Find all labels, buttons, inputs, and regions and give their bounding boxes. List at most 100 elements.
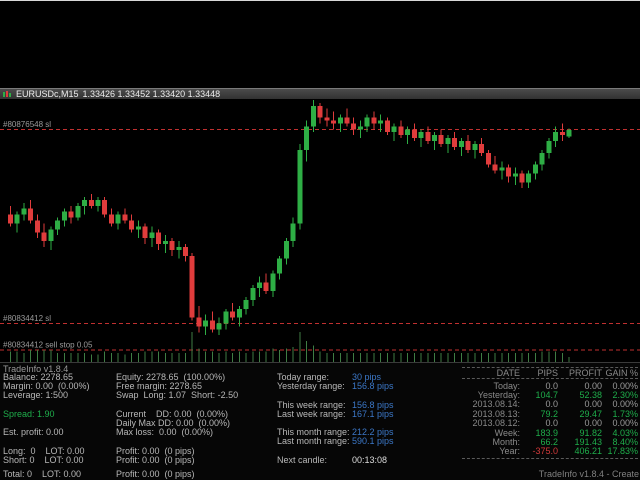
table-cell: 406.21 xyxy=(574,446,602,457)
candle-body xyxy=(310,105,316,127)
tradeinfo-title: TradeInfo v1.8.4 xyxy=(3,364,69,374)
range-value: 00:13:08 xyxy=(352,454,388,465)
volume-bar xyxy=(225,351,227,362)
candle-body xyxy=(532,164,538,174)
table-header: DATE xyxy=(496,368,520,378)
candle-body xyxy=(189,255,195,318)
volume-bar xyxy=(339,353,341,362)
candle-body xyxy=(169,241,175,250)
account-stat: Spread: 1.90 xyxy=(3,408,55,419)
volume-bar xyxy=(386,353,388,362)
candle-body xyxy=(135,226,141,230)
volume-bar xyxy=(110,353,112,362)
table-cell: 2013.08.14: xyxy=(472,399,520,410)
candle-body xyxy=(512,173,518,177)
volume-bar xyxy=(171,353,173,362)
candle-body xyxy=(196,317,202,327)
table-cell: 0.00% xyxy=(612,381,638,391)
order-line-label: #80834412 sl xyxy=(3,314,51,323)
volume-bar xyxy=(104,351,106,362)
candle-body xyxy=(203,320,209,327)
volume-bar xyxy=(57,353,59,362)
volume-bar xyxy=(400,353,402,362)
volume-bar xyxy=(555,351,557,362)
volume-bar xyxy=(299,332,301,362)
account-stat: Max loss: 0.00 (0.00%) xyxy=(116,427,214,438)
table-row: Week: 183.9 91.82 4.03% xyxy=(462,429,638,438)
candle-body xyxy=(297,149,303,224)
volume-bar xyxy=(528,353,530,362)
volume-bar xyxy=(63,353,65,362)
volume-bar xyxy=(521,353,523,362)
table-header-row: DATE PIPS PROFIT GAIN % xyxy=(462,369,638,378)
candle-body xyxy=(263,282,269,292)
table-cell: 0.0 xyxy=(545,417,558,428)
chart-title-bar[interactable]: EURUSDc,M15 1.33426 1.33452 1.33420 1.33… xyxy=(0,88,640,99)
candle-body xyxy=(452,138,458,147)
candle-body xyxy=(223,311,229,324)
volume-bar xyxy=(534,353,536,362)
table-cell: 17.83% xyxy=(607,446,638,457)
candle-body xyxy=(182,246,188,256)
volume-bar xyxy=(198,348,200,362)
table-cell: 2013.08.13: xyxy=(472,408,520,419)
volume-bar xyxy=(259,351,261,362)
candle-body xyxy=(371,117,377,124)
table-cell: 0.0 xyxy=(545,381,558,391)
candle-body xyxy=(479,144,485,153)
candle-body xyxy=(270,273,276,292)
volume-bar xyxy=(70,353,72,362)
candle-body xyxy=(122,214,128,221)
volume-bar xyxy=(10,351,11,362)
range-value: 156.8 pips xyxy=(352,381,394,392)
candle-body xyxy=(458,141,464,147)
volume-bar xyxy=(481,353,483,362)
candle-body xyxy=(344,117,350,124)
volume-bar xyxy=(474,353,476,362)
candle-body xyxy=(499,167,505,171)
candle-body xyxy=(351,123,357,130)
volume-bar xyxy=(131,353,133,362)
account-stat: Profit: 0.00 (0 pips) xyxy=(116,445,195,456)
volume-bar xyxy=(30,350,32,362)
chart-icon xyxy=(3,90,12,99)
candle-body xyxy=(236,308,242,318)
table-cell: 0.0 xyxy=(545,399,558,410)
volume-bar xyxy=(124,354,126,362)
price-chart[interactable]: #80876548 sl #80834412 sl #80834412 sell s… xyxy=(0,99,640,362)
table-cell: 91.82 xyxy=(579,428,602,438)
candle-body xyxy=(331,120,337,124)
candle-body xyxy=(472,144,478,150)
candle-body xyxy=(425,132,431,142)
candle-body xyxy=(485,152,491,165)
candle-body xyxy=(506,167,512,177)
candle-body xyxy=(566,129,572,137)
range-value: 167.1 pips xyxy=(352,408,394,419)
candle-body xyxy=(398,126,404,136)
table-cell: 0.00% xyxy=(612,417,638,428)
volume-bar xyxy=(272,348,274,362)
tradeinfo-panel: TradeInfo v1.8.4 TradeInfo v1.8.4 - Crea… xyxy=(0,362,640,480)
candlestick-chart[interactable]: #80876548 sl #80834412 sl #80834412 sell s… xyxy=(0,99,640,362)
table-cell: 0.00% xyxy=(612,399,638,410)
table-cell: Year: xyxy=(499,446,520,457)
account-stat: Swap Long: 1.07 Short: -2.50 xyxy=(116,390,239,401)
candle-body xyxy=(519,173,525,183)
table-row: 2013.08.14: 0.0 0.00 0.00% xyxy=(462,400,638,409)
range-value: 30 pips xyxy=(352,372,382,382)
candle-body xyxy=(21,208,27,215)
account-stat: Free margin: 2278.65 xyxy=(116,381,203,392)
volume-bar xyxy=(43,350,45,362)
candle-body xyxy=(82,199,88,206)
order-line-label: #80834412 sell stop 0.05 xyxy=(3,340,93,349)
volume-bar xyxy=(319,351,321,362)
table-cell: 0.00 xyxy=(584,417,602,428)
chart-symbol-timeframe: EURUSDc,M15 xyxy=(16,88,79,99)
volume-bar xyxy=(467,353,469,362)
screen-background xyxy=(0,1,640,88)
table-cell: 191.43 xyxy=(574,437,602,448)
volume-bar xyxy=(312,345,314,362)
candle-body xyxy=(34,220,40,233)
volume-bar xyxy=(178,353,180,362)
volume-bar xyxy=(508,353,510,362)
